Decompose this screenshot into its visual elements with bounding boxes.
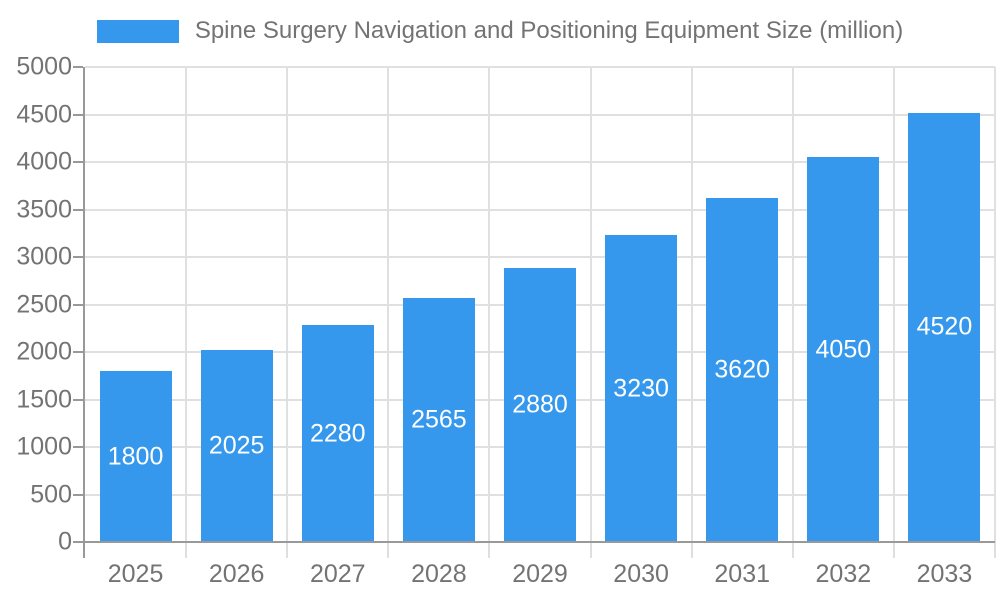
x-axis-tick-label: 2031 [714,560,771,588]
bar-value-label: 2880 [512,390,568,419]
bar-2025[interactable] [99,371,172,541]
bar-value-label: 3230 [613,374,669,403]
bar-value-label: 2025 [208,431,265,460]
v-gridline [387,67,390,542]
legend-item[interactable]: Spine Surgery Navigation and Positioning… [0,17,1000,45]
y-axis-tick-label: 3500 [16,195,72,223]
x-axis-tick-label: 2033 [916,560,973,588]
x-tick-mark [286,542,289,558]
y-tick-mark [73,398,83,401]
x-tick-mark [185,542,188,558]
bar-value-label: 2280 [309,419,366,448]
legend-label: Spine Surgery Navigation and Positioning… [194,17,904,44]
bar-value-label: 1800 [107,442,164,470]
y-axis-tick-label: 2000 [16,337,72,366]
v-gridline [286,67,289,542]
y-tick-mark [73,541,83,543]
bar-value-label: 3620 [714,355,771,384]
v-gridline [589,67,592,542]
bar-value-label: 4050 [815,335,872,364]
bar-value-label: 4520 [916,312,973,341]
x-axis-tick-label: 2026 [208,560,265,588]
bar-2028[interactable] [402,298,475,541]
y-tick-mark [73,208,83,211]
bar-2031[interactable] [706,198,779,541]
v-gridline [690,67,693,542]
y-axis-tick-label: 500 [30,480,72,508]
v-gridline [488,67,491,542]
y-tick-mark [73,113,83,116]
y-tick-mark [73,493,83,496]
legend-marker [96,19,179,43]
y-axis-tick-label: 1500 [16,385,72,413]
y-tick-mark [73,161,83,163]
y-axis-line [83,67,85,558]
h-gridline [85,66,995,68]
h-gridline [85,256,995,258]
y-tick-mark [73,351,83,353]
bar-2026[interactable] [200,349,273,541]
x-tick-mark [387,542,390,558]
v-gridline [185,67,188,542]
x-axis-tick-label: 2032 [815,560,872,588]
bar-2027[interactable] [301,325,374,541]
x-tick-mark [791,542,794,558]
y-tick-mark [73,66,83,68]
bar-2032[interactable] [807,157,880,541]
bar-2030[interactable] [605,235,678,541]
x-axis-tick-label: 2028 [411,560,467,588]
y-tick-mark [73,303,83,306]
h-gridline [85,113,995,116]
y-axis-tick-label: 5000 [16,52,72,81]
y-axis-tick-label: 4500 [16,100,72,128]
y-axis-tick-label: 4000 [16,147,72,176]
v-gridline [994,67,996,542]
v-gridline [791,67,794,542]
bar-value-label: 2565 [411,405,467,434]
x-axis-tick-label: 2027 [309,560,366,588]
x-axis-tick-label: 2025 [107,560,164,588]
y-axis-tick-label: 0 [58,527,72,556]
x-tick-mark [589,542,592,558]
x-tick-mark [994,542,996,558]
x-tick-mark [892,542,895,558]
x-axis-line [83,541,995,543]
y-tick-mark [73,256,83,258]
bar-2033[interactable] [908,112,981,541]
bar-2029[interactable] [504,268,576,541]
h-gridline [85,208,995,211]
x-axis-tick-label: 2029 [512,560,568,588]
y-axis-tick-label: 3000 [16,242,72,271]
x-tick-mark [488,542,491,558]
h-gridline [85,161,995,163]
y-tick-mark [73,446,83,448]
y-axis-tick-label: 1000 [16,432,72,461]
x-tick-mark [690,542,693,558]
y-axis-tick-label: 2500 [16,290,72,318]
v-gridline [892,67,895,542]
x-axis-tick-label: 2030 [613,560,669,588]
